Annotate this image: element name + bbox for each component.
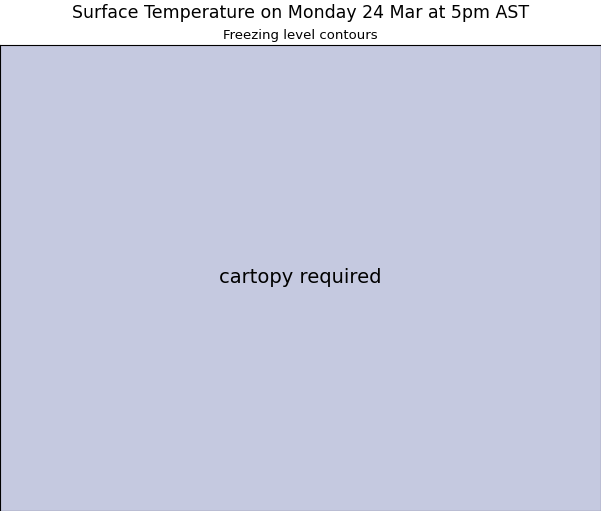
Text: Freezing level contours: Freezing level contours: [223, 29, 378, 41]
Text: cartopy required: cartopy required: [219, 268, 382, 288]
Text: Surface Temperature on Monday 24 Mar at 5pm AST: Surface Temperature on Monday 24 Mar at …: [72, 5, 529, 22]
